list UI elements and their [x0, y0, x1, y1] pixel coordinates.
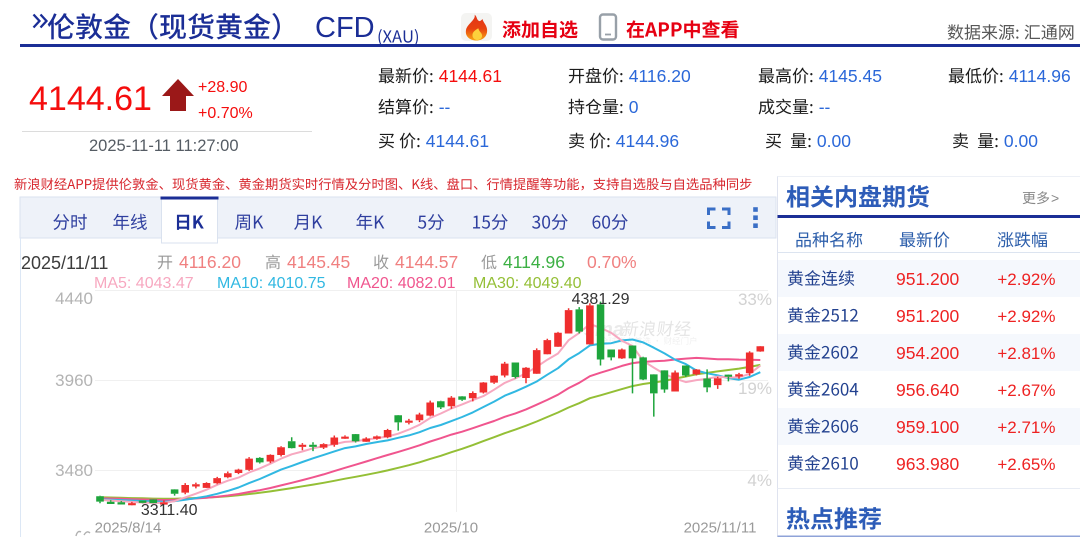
svg-text:2025/10: 2025/10 — [424, 520, 478, 537]
svg-text:4145.45: 4145.45 — [819, 66, 882, 86]
svg-text:3311.40: 3311.40 — [141, 502, 198, 519]
svg-text:4%: 4% — [747, 471, 772, 490]
svg-text:>: > — [1051, 190, 1059, 206]
svg-text:+2.92%: +2.92% — [997, 307, 1055, 326]
svg-text:+2.71%: +2.71% — [997, 418, 1055, 437]
svg-text:19%: 19% — [738, 379, 772, 398]
svg-text:CFD: CFD — [315, 12, 375, 44]
svg-text:956.640: 956.640 — [896, 380, 960, 400]
svg-text:2025/11/11: 2025/11/11 — [21, 253, 108, 273]
svg-text:4440: 4440 — [55, 289, 93, 308]
svg-text:+2.92%: +2.92% — [997, 270, 1055, 289]
svg-text:4381.29: 4381.29 — [572, 291, 630, 308]
svg-text:2025/11/11: 2025/11/11 — [684, 520, 757, 537]
svg-text:963.980: 963.980 — [896, 454, 960, 474]
svg-text:951.200: 951.200 — [896, 269, 960, 289]
svg-text:4145.45: 4145.45 — [287, 252, 350, 272]
svg-text:MA30: 4049.40: MA30: 4049.40 — [473, 275, 582, 292]
svg-text:0: 0 — [629, 97, 639, 117]
svg-text:+2.65%: +2.65% — [997, 455, 1055, 474]
svg-text:4144.96: 4144.96 — [616, 131, 679, 151]
svg-text:4144.57: 4144.57 — [395, 252, 458, 272]
svg-text:+0.70%: +0.70% — [198, 105, 253, 122]
svg-text:MA10: 4010.75: MA10: 4010.75 — [217, 275, 326, 292]
svg-text:951.200: 951.200 — [896, 306, 960, 326]
svg-text:4116.20: 4116.20 — [629, 66, 691, 86]
svg-text:3960: 3960 — [55, 371, 93, 390]
svg-text:954.200: 954.200 — [896, 343, 960, 363]
svg-text:0.00: 0.00 — [817, 131, 851, 151]
svg-text:MA20: 4082.01: MA20: 4082.01 — [347, 275, 456, 292]
svg-text:959.100: 959.100 — [896, 417, 960, 437]
svg-text:4116.20: 4116.20 — [179, 252, 241, 272]
svg-text:4114.96: 4114.96 — [503, 252, 565, 272]
svg-text:2025-11-11 11:27:00: 2025-11-11 11:27:00 — [89, 137, 239, 155]
svg-text:+2.67%: +2.67% — [997, 381, 1055, 400]
svg-text:MA5: 4043.47: MA5: 4043.47 — [94, 275, 194, 292]
svg-text:4144.61: 4144.61 — [29, 80, 152, 118]
svg-text:2025/8/14: 2025/8/14 — [95, 520, 162, 537]
svg-text:3480: 3480 — [55, 461, 93, 480]
svg-text:0.70%: 0.70% — [587, 252, 637, 272]
svg-text:--: -- — [439, 97, 451, 117]
svg-text:+2.81%: +2.81% — [997, 344, 1055, 363]
svg-text:4144.61: 4144.61 — [439, 66, 502, 86]
svg-text:4144.61: 4144.61 — [426, 131, 489, 151]
svg-text:+28.90: +28.90 — [198, 79, 247, 96]
svg-text:--: -- — [819, 97, 831, 117]
svg-text:0.00: 0.00 — [1004, 131, 1038, 151]
svg-text:4114.96: 4114.96 — [1009, 66, 1071, 86]
svg-text:33%: 33% — [738, 290, 772, 309]
